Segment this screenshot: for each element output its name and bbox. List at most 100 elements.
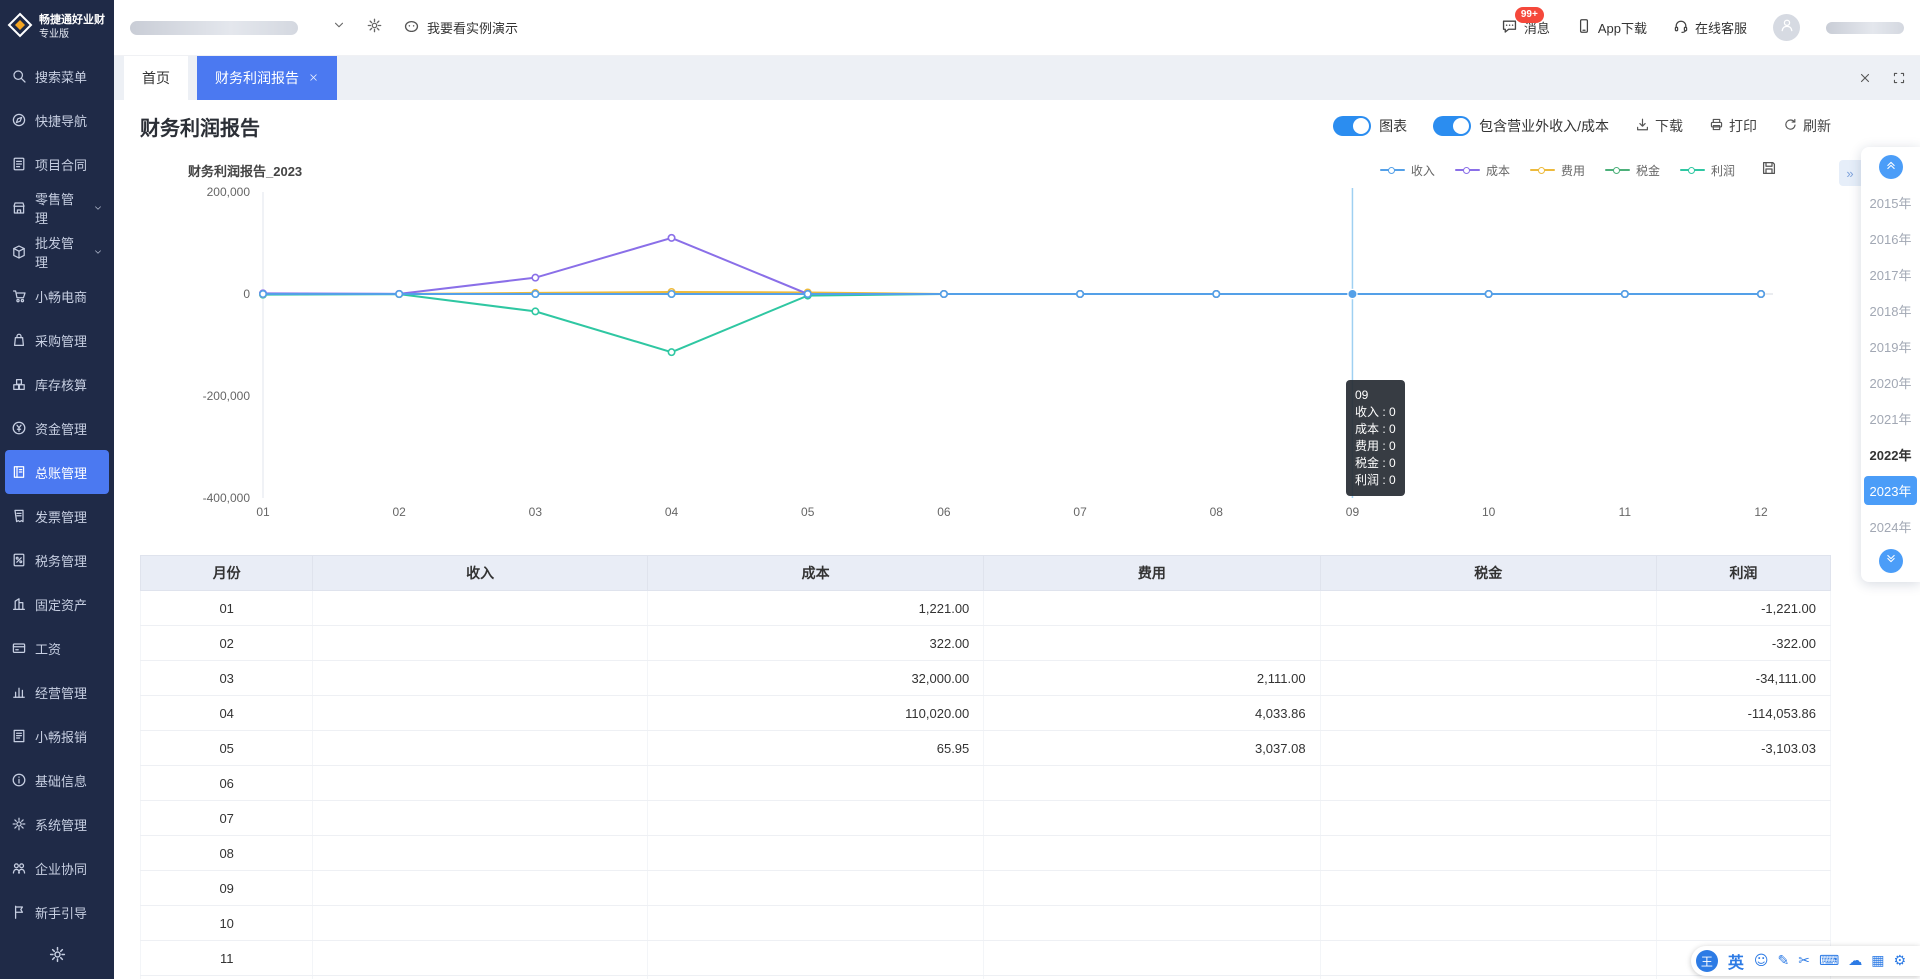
app-download-button[interactable]: App下载 (1576, 18, 1647, 37)
sidebar-item-ledger[interactable]: 总账管理 (5, 450, 109, 494)
value-cell (312, 870, 648, 906)
value-cell (1655, 800, 1832, 836)
legend-item[interactable]: 利润 (1679, 162, 1735, 179)
topbar: 我要看实例演示 99+ 消息 App下载 在线客服 (114, 0, 1920, 56)
ime-grid-icon[interactable]: ▦ (1871, 953, 1885, 969)
org-selector[interactable] (130, 18, 346, 37)
sidebar-item-collab[interactable]: 企业协同 (0, 846, 114, 890)
sidebar-item-wholesale[interactable]: 批发管理 (0, 230, 114, 274)
year-item[interactable]: 2021年 (1869, 411, 1912, 427)
sidebar-item-contract[interactable]: 项目合同 (0, 142, 114, 186)
sidebar-item-operate[interactable]: 经营管理 (0, 670, 114, 714)
chevron-down-icon (93, 203, 103, 213)
sidebar-item-retail[interactable]: 零售管理 (0, 186, 114, 230)
sidebar-item-expense[interactable]: 小畅报销 (0, 714, 114, 758)
include-toggle-switch[interactable] (1433, 116, 1472, 136)
download-button[interactable]: 下载 (1635, 116, 1683, 136)
ime-mode-indicator[interactable]: 英 (1727, 955, 1744, 972)
include-nonoperating-toggle[interactable]: 包含营业外收入/成本 (1433, 116, 1609, 136)
chart-block: 财务利润报告_2023 收入 成本 费用 税金 利润 200,000 0 -200,000 -… (140, 156, 1831, 527)
legend-item[interactable]: 收入 (1379, 162, 1435, 179)
chart-toggle[interactable]: 图表 (1333, 116, 1407, 136)
value-cell (646, 870, 985, 906)
year-item[interactable]: 2017年 (1869, 267, 1912, 283)
svg-text:0: 0 (243, 287, 250, 301)
guide-icon (11, 904, 27, 920)
tooltip-row: 利润 : 0 (1355, 473, 1396, 487)
refresh-button[interactable]: 刷新 (1783, 116, 1831, 136)
legend-item[interactable]: 税金 (1604, 162, 1660, 179)
legend-item[interactable]: 成本 (1454, 162, 1510, 179)
table-row: 02 322.00 -322.00 (139, 625, 1832, 661)
tab-home[interactable]: 首页 (124, 56, 188, 100)
year-scroll-up-button[interactable] (1878, 155, 1903, 179)
sidebar-item-ecommerce[interactable]: 小畅电商 (0, 274, 114, 318)
close-all-tabs-icon[interactable] (1858, 71, 1872, 85)
column-header: 收入 (312, 555, 648, 591)
month-cell: 06 (139, 765, 314, 801)
year-item[interactable]: 2016年 (1869, 231, 1912, 247)
assets-icon (11, 596, 27, 612)
sidebar-item-inventory[interactable]: 库存核算 (0, 362, 114, 406)
svg-text:03: 03 (529, 505, 543, 519)
year-item[interactable]: 2020年 (1869, 375, 1912, 391)
year-item[interactable]: 2024年 (1869, 519, 1912, 535)
sidebar-item-tax[interactable]: 税务管理 (0, 538, 114, 582)
sidebar-settings-icon[interactable] (0, 934, 114, 979)
demo-label: 我要看实例演示 (427, 21, 519, 36)
expense-icon (11, 728, 27, 744)
settings-gear-icon[interactable] (366, 17, 383, 39)
value-cell (1655, 835, 1832, 871)
online-service-label: 在线客服 (1694, 21, 1747, 36)
sidebar-item-funds[interactable]: 资金管理 (0, 406, 114, 450)
tab-profit-report[interactable]: 财务利润报告 (197, 56, 337, 100)
demo-button[interactable]: 我要看实例演示 (403, 18, 518, 38)
chart-toggle-switch[interactable] (1333, 116, 1372, 136)
year-item[interactable]: 2018年 (1869, 303, 1912, 319)
sidebar-item-assets[interactable]: 固定资产 (0, 582, 114, 626)
year-panel-collapse-handle[interactable]: » (1839, 160, 1861, 186)
save-chart-icon[interactable] (1761, 160, 1777, 181)
tab-close-icon[interactable] (308, 70, 319, 86)
value-cell (1319, 940, 1657, 976)
value-cell: 1,221.00 (646, 590, 985, 626)
user-avatar[interactable] (1773, 14, 1800, 41)
online-service-button[interactable]: 在线客服 (1673, 18, 1747, 37)
ime-logo[interactable]: 王 (1695, 950, 1718, 972)
sidebar-item-guide[interactable]: 新手引导 (0, 890, 114, 934)
messages-button[interactable]: 99+ 消息 (1501, 6, 1550, 38)
value-cell (1319, 975, 1657, 979)
ime-gear-icon[interactable]: ⚙ (1893, 953, 1906, 969)
chart-tooltip: 09 收入 : 0 成本 : 0 费用 : 0 税金 : 0 利润 : 0 (1346, 380, 1405, 496)
ime-pencil-icon[interactable]: ✎ (1777, 953, 1790, 969)
year-item[interactable]: 2023年 (1864, 475, 1917, 505)
year-item[interactable]: 2019年 (1869, 339, 1912, 355)
fullscreen-icon[interactable] (1892, 71, 1906, 85)
sidebar-item-purchase[interactable]: 采购管理 (0, 318, 114, 362)
ime-scissors-icon[interactable]: ✂ (1798, 953, 1810, 969)
chart-area[interactable]: 200,000 0 -200,000 -400,000 01 02 03 04 05 06 07 08… (140, 184, 1831, 527)
sidebar-item-label: 快捷导航 (35, 113, 88, 129)
sidebar-item-system[interactable]: 系统管理 (0, 802, 114, 846)
sidebar-item-salary[interactable]: 工资 (0, 626, 114, 670)
ime-cloud-icon[interactable]: ☁ (1848, 953, 1863, 969)
sidebar-item-nav[interactable]: 快捷导航 (0, 98, 114, 142)
year-item[interactable]: 2022年 (1869, 447, 1912, 463)
value-cell (983, 905, 1321, 941)
table-body: 01 1,221.00 -1,221.00 02 322.00 -322.00 03 32,0… (139, 590, 1832, 979)
sidebar-item-invoice[interactable]: 发票管理 (0, 494, 114, 538)
legend-label: 收入 (1410, 163, 1435, 178)
year-scroll-down-button[interactable] (1878, 549, 1903, 573)
sidebar-item-search[interactable]: 搜索菜单 (0, 54, 114, 98)
ime-keyboard-icon[interactable]: ⌨ (1818, 953, 1840, 969)
legend-item[interactable]: 费用 (1529, 162, 1585, 179)
sidebar-item-label: 批发管理 (35, 236, 75, 270)
value-cell (1655, 905, 1832, 941)
sidebar-item-basic[interactable]: 基础信息 (0, 758, 114, 802)
year-item[interactable]: 2015年 (1869, 195, 1912, 211)
app-download-label: App下载 (1597, 21, 1647, 36)
value-cell (312, 975, 648, 979)
ime-smiley-icon[interactable]: ☺ (1753, 953, 1769, 969)
value-cell (983, 590, 1321, 626)
print-button[interactable]: 打印 (1709, 116, 1757, 136)
